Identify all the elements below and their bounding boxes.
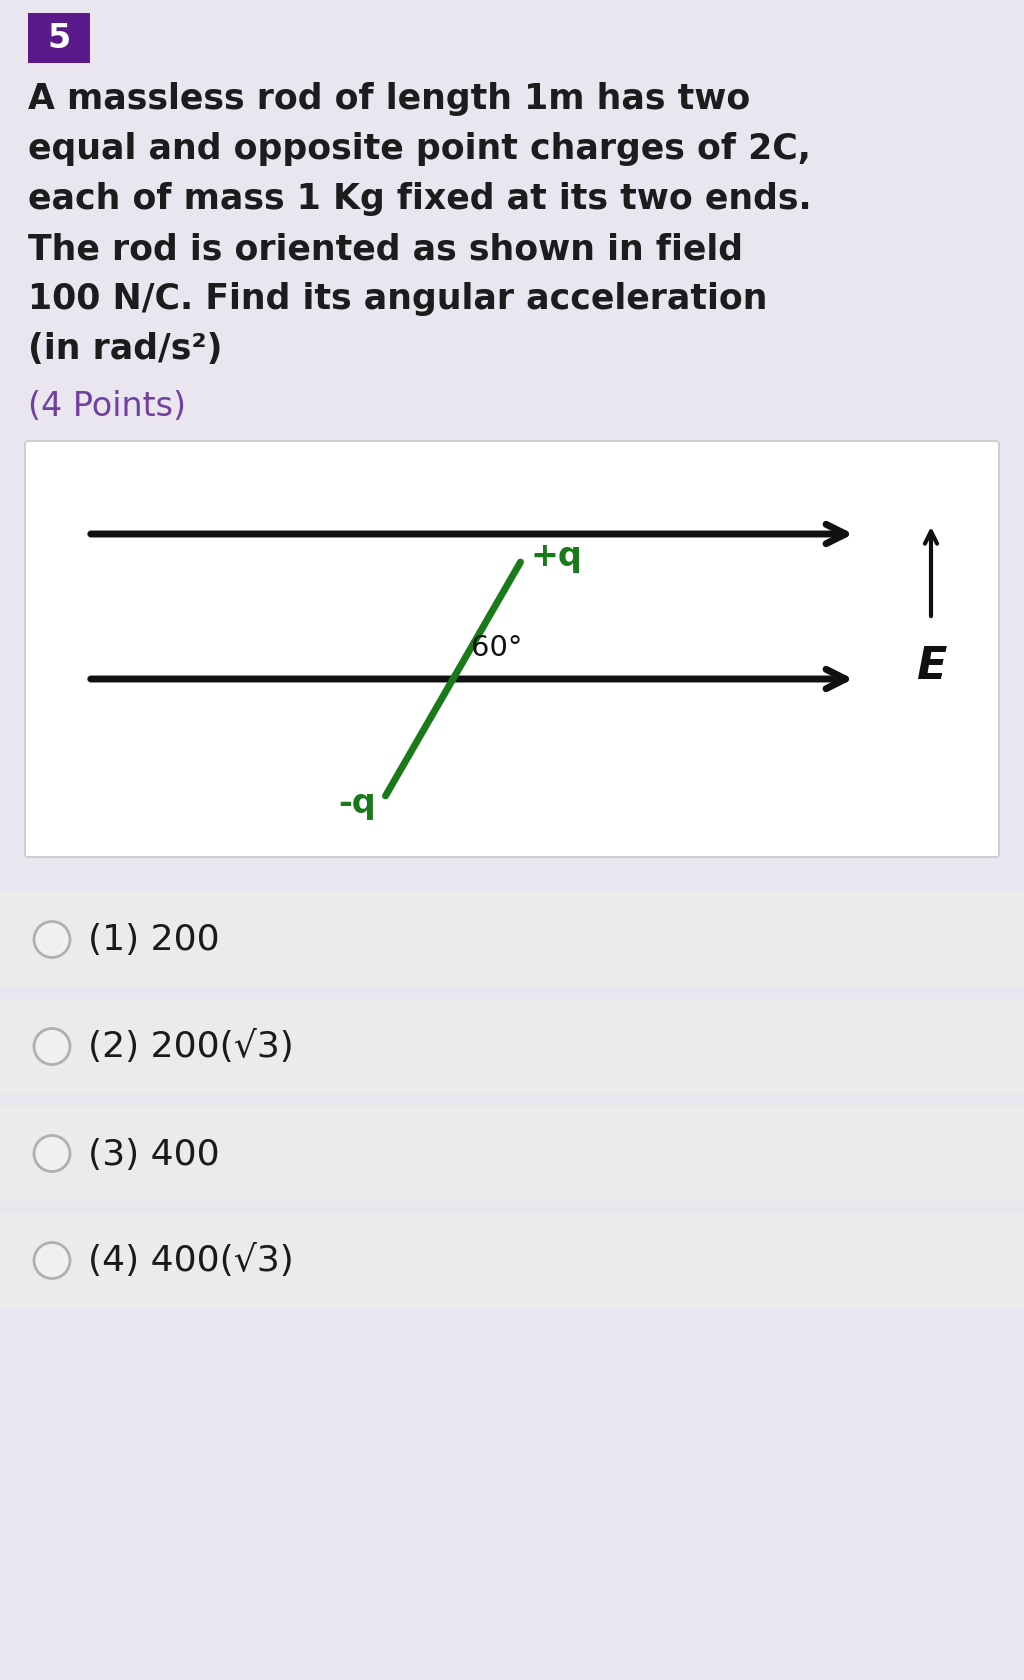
Text: 5: 5 <box>47 22 71 55</box>
Circle shape <box>34 1028 70 1065</box>
Bar <box>0 892 1024 988</box>
Text: A massless rod of length 1m has two: A massless rod of length 1m has two <box>28 82 751 116</box>
Text: E: E <box>915 645 946 687</box>
Text: equal and opposite point charges of 2C,: equal and opposite point charges of 2C, <box>28 133 811 166</box>
Text: (3) 400: (3) 400 <box>88 1137 219 1171</box>
Text: +q: +q <box>530 539 583 573</box>
Text: 60°: 60° <box>471 633 522 662</box>
Text: each of mass 1 Kg fixed at its two ends.: each of mass 1 Kg fixed at its two ends. <box>28 181 812 215</box>
Text: (2) 200(√3): (2) 200(√3) <box>88 1030 294 1063</box>
Text: 100 N/C. Find its angular acceleration: 100 N/C. Find its angular acceleration <box>28 282 768 316</box>
Text: (in rad/s²): (in rad/s²) <box>28 333 222 366</box>
Circle shape <box>34 1136 70 1173</box>
FancyBboxPatch shape <box>25 442 999 857</box>
Circle shape <box>34 1243 70 1278</box>
Bar <box>0 1000 1024 1094</box>
Bar <box>28 13 90 64</box>
Text: (4 Points): (4 Points) <box>28 390 186 423</box>
Bar <box>0 1213 1024 1309</box>
Text: The rod is oriented as shown in field: The rod is oriented as shown in field <box>28 232 743 265</box>
Circle shape <box>34 922 70 958</box>
Text: (4) 400(√3): (4) 400(√3) <box>88 1243 294 1278</box>
Text: -q: -q <box>338 786 376 820</box>
Bar <box>0 1107 1024 1201</box>
Text: (1) 200: (1) 200 <box>88 922 219 958</box>
